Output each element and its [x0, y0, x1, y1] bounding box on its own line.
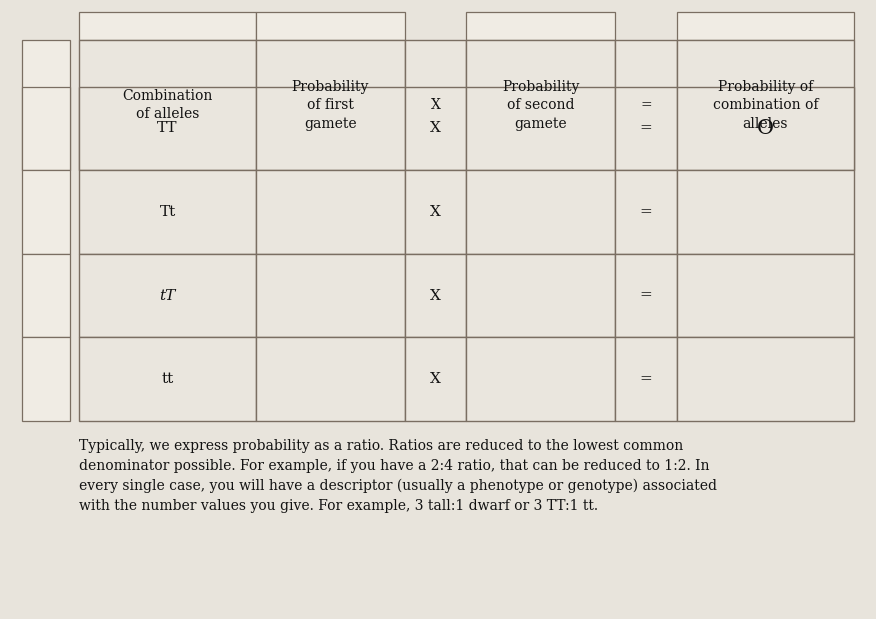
- Bar: [615, 40, 677, 170]
- Bar: [79, 12, 256, 40]
- Bar: [22, 40, 70, 170]
- Text: Tt: Tt: [159, 205, 175, 219]
- Bar: [79, 87, 256, 170]
- Bar: [615, 87, 677, 170]
- Text: Probability
of first
gamete: Probability of first gamete: [292, 80, 369, 131]
- Bar: [466, 87, 615, 170]
- Bar: [22, 254, 70, 337]
- Bar: [615, 337, 677, 421]
- Text: tT: tT: [159, 288, 175, 303]
- Text: =: =: [639, 372, 653, 386]
- Text: =: =: [639, 205, 653, 219]
- Bar: [677, 12, 854, 40]
- Bar: [677, 40, 854, 170]
- Text: Probability
of second
gamete: Probability of second gamete: [502, 80, 579, 131]
- Text: =: =: [640, 98, 652, 112]
- Bar: [677, 87, 854, 170]
- Text: X: X: [430, 372, 441, 386]
- Bar: [405, 170, 466, 254]
- Bar: [79, 254, 256, 337]
- Text: Typically, we express probability as a ratio. Ratios are reduced to the lowest c: Typically, we express probability as a r…: [79, 439, 717, 513]
- Bar: [466, 12, 615, 40]
- Bar: [466, 170, 615, 254]
- Bar: [677, 170, 854, 254]
- Text: Probability of
combination of
alleles: Probability of combination of alleles: [713, 80, 818, 131]
- Bar: [677, 337, 854, 421]
- Text: tt: tt: [161, 372, 173, 386]
- Bar: [615, 170, 677, 254]
- Bar: [405, 254, 466, 337]
- Text: X: X: [430, 288, 441, 303]
- Bar: [256, 254, 405, 337]
- Bar: [405, 40, 466, 170]
- Bar: [256, 170, 405, 254]
- Bar: [22, 87, 70, 170]
- Bar: [22, 337, 70, 421]
- Bar: [256, 40, 405, 170]
- Text: =: =: [639, 288, 653, 303]
- Text: =: =: [639, 121, 653, 136]
- Bar: [79, 337, 256, 421]
- Bar: [79, 170, 256, 254]
- Bar: [466, 337, 615, 421]
- Bar: [79, 40, 256, 170]
- Bar: [466, 40, 615, 170]
- Bar: [405, 87, 466, 170]
- Text: X: X: [430, 205, 441, 219]
- Text: TT: TT: [158, 121, 178, 136]
- Bar: [22, 170, 70, 254]
- Bar: [256, 87, 405, 170]
- Text: X: X: [431, 98, 441, 112]
- Text: X: X: [430, 121, 441, 136]
- Bar: [405, 337, 466, 421]
- Bar: [615, 254, 677, 337]
- Bar: [256, 337, 405, 421]
- Bar: [677, 254, 854, 337]
- Text: O: O: [757, 119, 774, 138]
- Bar: [466, 254, 615, 337]
- Bar: [256, 12, 405, 40]
- Text: Combination
of alleles: Combination of alleles: [123, 89, 213, 121]
